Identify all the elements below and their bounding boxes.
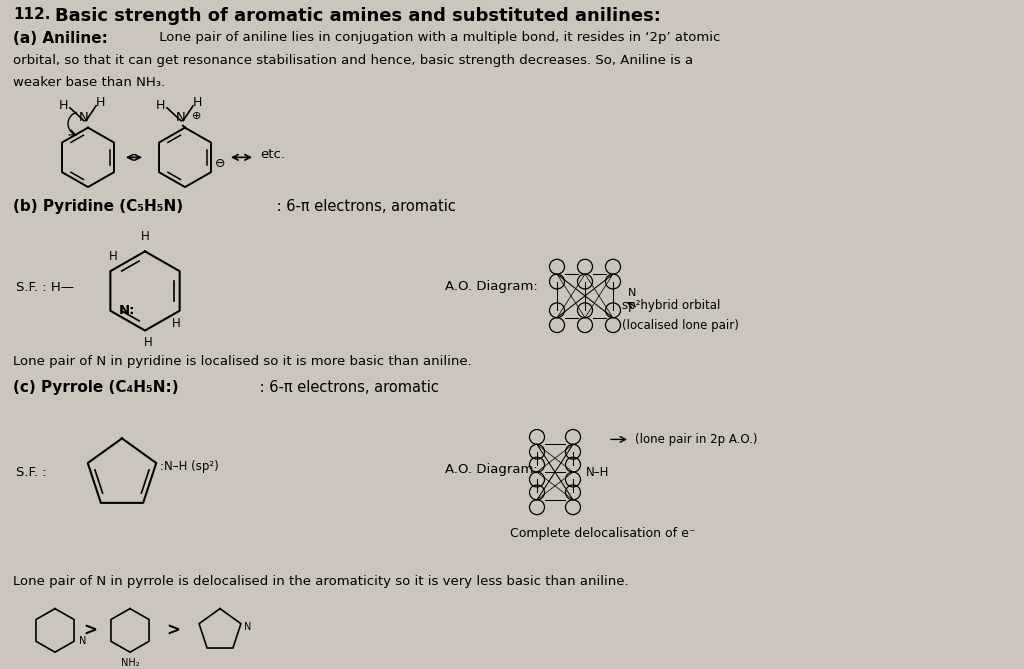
Text: Lone pair of aniline lies in conjugation with a multiple bond, it resides in ‘2p: Lone pair of aniline lies in conjugation…	[155, 31, 720, 43]
Text: N:: N:	[119, 304, 135, 317]
Text: N: N	[79, 636, 86, 646]
Text: ⊕: ⊕	[193, 111, 202, 121]
Text: A.O. Diagram:: A.O. Diagram:	[445, 462, 538, 476]
Text: (lone pair in 2p A.O.): (lone pair in 2p A.O.)	[635, 433, 758, 446]
Text: etc.: etc.	[260, 148, 285, 161]
Text: 112.: 112.	[13, 7, 50, 22]
Text: (a) Aniline:: (a) Aniline:	[13, 31, 108, 45]
Text: H: H	[143, 337, 153, 349]
Text: NH₂: NH₂	[121, 658, 139, 668]
Text: weaker base than NH₃.: weaker base than NH₃.	[13, 76, 165, 89]
Text: N: N	[176, 110, 186, 124]
Text: N: N	[628, 288, 636, 298]
Text: >: >	[83, 622, 97, 640]
Text: H: H	[193, 96, 202, 110]
Text: (c) Pyrrole (C₄H₅N:): (c) Pyrrole (C₄H₅N:)	[13, 380, 178, 395]
Text: :N–H (sp²): :N–H (sp²)	[160, 460, 219, 472]
Text: A.O. Diagram:: A.O. Diagram:	[445, 280, 538, 292]
Text: (b) Pyridine (C₅H₅N): (b) Pyridine (C₅H₅N)	[13, 199, 183, 214]
Text: : 6-π electrons, aromatic: : 6-π electrons, aromatic	[255, 380, 439, 395]
Text: N: N	[244, 622, 251, 632]
Text: H: H	[172, 316, 181, 330]
Text: S.F. :: S.F. :	[16, 466, 47, 478]
Text: H: H	[58, 100, 68, 112]
Text: Lone pair of N in pyrrole is delocalised in the aromaticity so it is very less b: Lone pair of N in pyrrole is delocalised…	[13, 575, 629, 588]
Text: H: H	[109, 250, 118, 263]
Text: Complete delocalisation of e⁻: Complete delocalisation of e⁻	[510, 527, 695, 540]
Text: sp²hybrid orbital: sp²hybrid orbital	[622, 299, 720, 312]
Text: Basic strength of aromatic amines and substituted anilines:: Basic strength of aromatic amines and su…	[55, 7, 660, 25]
Text: (localised lone pair): (localised lone pair)	[622, 319, 739, 332]
Text: : 6-π electrons, aromatic: : 6-π electrons, aromatic	[272, 199, 456, 214]
Text: H: H	[140, 230, 150, 244]
Text: orbital, so that it can get resonance stabilisation and hence, basic strength de: orbital, so that it can get resonance st…	[13, 54, 693, 68]
Text: S.F. : H—: S.F. : H—	[16, 282, 74, 294]
Text: H: H	[156, 100, 165, 112]
Text: Lone pair of N in pyridine is localised so it is more basic than aniline.: Lone pair of N in pyridine is localised …	[13, 355, 472, 369]
Text: N: N	[79, 110, 89, 124]
Text: H: H	[95, 96, 104, 110]
Text: N–H: N–H	[586, 466, 609, 478]
Text: ⊖: ⊖	[215, 157, 225, 170]
Text: >: >	[166, 622, 180, 640]
